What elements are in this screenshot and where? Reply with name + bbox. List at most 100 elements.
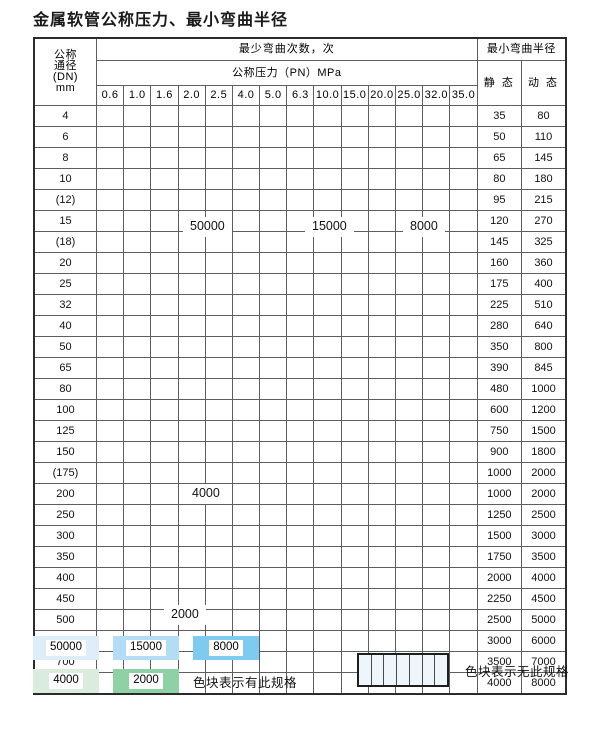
cell-dynamic-radius: 270 — [520, 210, 567, 232]
cell-availability — [123, 168, 152, 190]
cell-availability — [340, 147, 369, 169]
cell-availability — [286, 525, 315, 547]
cell-static-radius: 2250 — [476, 588, 522, 610]
cell-static-radius: 350 — [476, 336, 522, 358]
callout-label: 4000 — [185, 484, 227, 504]
cell-availability — [259, 483, 288, 505]
cell-availability — [422, 546, 451, 568]
cell-availability — [204, 147, 233, 169]
header-pressure-1.0: 1.0 — [123, 85, 152, 106]
cell-static-radius: 480 — [476, 378, 522, 400]
cell-availability — [286, 189, 315, 211]
cell-availability — [204, 588, 233, 610]
cell-dn: 125 — [33, 420, 97, 442]
cell-availability — [123, 420, 152, 442]
cell-availability — [95, 525, 125, 547]
cell-availability — [286, 105, 315, 127]
cell-static-radius: 3000 — [476, 630, 522, 652]
cell-availability — [286, 378, 315, 400]
cell-availability — [286, 609, 315, 631]
cell-dynamic-radius: 325 — [520, 231, 567, 253]
cell-availability — [259, 210, 288, 232]
cell-availability — [449, 609, 478, 631]
table-row: (175) 1000 2000 — [33, 462, 567, 484]
cell-availability — [150, 462, 179, 484]
cell-availability — [177, 567, 206, 589]
cell-availability — [449, 168, 478, 190]
cell-availability — [150, 252, 179, 274]
cell-dn: 8 — [33, 147, 97, 169]
table-row: 50 350 800 — [33, 336, 567, 358]
cell-availability — [177, 525, 206, 547]
cell-availability — [395, 609, 424, 631]
cell-availability — [422, 504, 451, 526]
cell-availability — [340, 483, 369, 505]
legend-row-primary: 50000 15000 8000 — [33, 636, 573, 660]
cell-availability — [286, 336, 315, 358]
page-title: 金属软管公称压力、最小弯曲半径 — [33, 10, 289, 29]
cell-availability — [177, 504, 206, 526]
cell-availability — [259, 651, 288, 673]
cell-availability — [123, 357, 152, 379]
cell-availability — [340, 231, 369, 253]
cell-availability — [150, 294, 179, 316]
cell-dn: 100 — [33, 399, 97, 421]
cell-availability — [340, 609, 369, 631]
cell-availability — [259, 588, 288, 610]
cell-dynamic-radius: 6000 — [520, 630, 567, 652]
cell-availability — [204, 294, 233, 316]
legend-swatch: 50000 — [33, 636, 99, 660]
cell-availability — [395, 420, 424, 442]
cell-availability — [313, 378, 342, 400]
cell-dynamic-radius: 1200 — [520, 399, 567, 421]
header-dynamic: 动 态 — [520, 60, 567, 106]
table-row: 20 160 360 — [33, 252, 567, 274]
cell-availability — [313, 168, 342, 190]
cell-availability — [177, 378, 206, 400]
cell-availability — [286, 126, 315, 148]
callout-label: 2000 — [164, 605, 206, 625]
cell-availability — [367, 252, 397, 274]
cell-availability — [286, 546, 315, 568]
table-row: 100 600 1200 — [33, 399, 567, 421]
table-row: 6 50 110 — [33, 126, 567, 148]
cell-availability — [286, 441, 315, 463]
table-row: 4 35 80 — [33, 105, 567, 127]
header-pressure-2.5: 2.5 — [204, 85, 233, 106]
cell-availability — [177, 546, 206, 568]
cell-availability — [150, 441, 179, 463]
cell-availability — [95, 210, 125, 232]
cell-availability — [422, 567, 451, 589]
legend: 50000 15000 8000 4000 2000 色块表示有此规格 — [33, 636, 573, 693]
cell-availability — [95, 378, 125, 400]
cell-availability — [231, 399, 261, 421]
cell-availability — [313, 630, 342, 652]
header-dn-line-3: (DN) — [52, 71, 79, 83]
cell-availability — [177, 672, 206, 695]
table-row: 25 175 400 — [33, 273, 567, 295]
cell-availability — [422, 525, 451, 547]
cell-availability — [367, 357, 397, 379]
cell-availability — [286, 483, 315, 505]
cell-availability — [95, 399, 125, 421]
cell-availability — [123, 546, 152, 568]
cell-availability — [123, 378, 152, 400]
cell-availability — [395, 273, 424, 295]
cell-availability — [367, 609, 397, 631]
cell-availability — [367, 420, 397, 442]
cell-dynamic-radius: 360 — [520, 252, 567, 274]
cell-availability — [449, 105, 478, 127]
cell-dynamic-radius: 800 — [520, 336, 567, 358]
cell-availability — [150, 483, 179, 505]
cell-availability — [259, 189, 288, 211]
table-row: 300 1500 3000 — [33, 525, 567, 547]
table-row: (12) 95 215 — [33, 189, 567, 211]
header-pressure-32.0: 32.0 — [422, 85, 451, 106]
cell-availability — [204, 105, 233, 127]
cell-availability — [177, 147, 206, 169]
cell-availability — [150, 189, 179, 211]
cell-dynamic-radius: 640 — [520, 315, 567, 337]
cell-static-radius: 1750 — [476, 546, 522, 568]
cell-dn: 200 — [33, 483, 97, 505]
table-body: 4 35 80 6 50 110 8 65 145 10 80 180 (12) 95 215 15 120 27… — [33, 105, 567, 695]
